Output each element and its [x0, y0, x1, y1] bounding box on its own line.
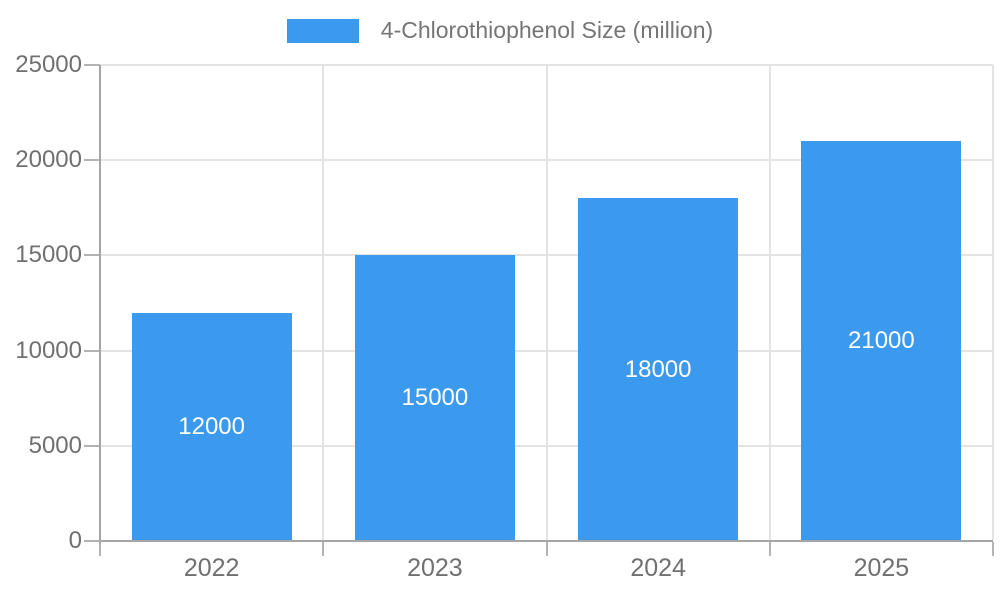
y-axis-tick [84, 64, 100, 66]
y-axis-tick [84, 159, 100, 162]
x-axis-tick [322, 542, 325, 556]
y-axis-tick-label: 25000 [15, 51, 82, 78]
bar-2022 [131, 312, 292, 540]
legend-label: 4-Chlorothiophenol Size (million) [380, 17, 714, 43]
y-axis-tick [84, 540, 100, 542]
y-axis-tick [84, 444, 100, 447]
legend-swatch-icon [286, 18, 359, 43]
bar-value-label: 21000 [848, 327, 915, 355]
x-axis-line [100, 540, 993, 542]
bar-value-label: 15000 [401, 384, 469, 412]
gridline-vertical [322, 65, 325, 541]
legend[interactable]: 4-Chlorothiophenol Size (million) [0, 17, 1000, 44]
bar-2025 [801, 141, 962, 540]
gridline-vertical [768, 65, 771, 541]
x-axis-tick [545, 542, 548, 556]
bar-2024 [578, 198, 739, 540]
y-axis-tick-label: 5000 [28, 431, 82, 459]
x-axis-tick [992, 542, 994, 556]
bar-value-label: 12000 [178, 412, 245, 440]
y-axis-tick-label: 0 [68, 527, 82, 554]
y-axis-tick-label: 10000 [15, 336, 82, 364]
x-axis-label: 2025 [853, 554, 910, 582]
x-axis-tick [99, 542, 101, 556]
y-axis-tick [84, 349, 100, 352]
x-axis-tick [768, 542, 771, 556]
x-axis-label: 2022 [183, 554, 240, 582]
gridline-vertical [545, 65, 548, 541]
gridline-vertical [992, 65, 994, 541]
x-axis-label: 2024 [630, 554, 686, 582]
y-axis-tick [84, 254, 100, 257]
y-axis-tick-label: 20000 [15, 146, 82, 174]
bar-2023 [354, 255, 515, 540]
y-axis-line [99, 65, 101, 543]
bar-value-label: 18000 [624, 355, 692, 383]
x-axis-label: 2023 [407, 554, 463, 582]
y-axis-tick-label: 15000 [15, 241, 82, 269]
